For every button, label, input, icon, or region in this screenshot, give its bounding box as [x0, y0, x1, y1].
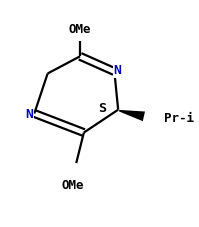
- Text: OMe: OMe: [69, 23, 91, 36]
- Text: OMe: OMe: [61, 179, 84, 192]
- Polygon shape: [119, 110, 145, 121]
- Text: S: S: [98, 102, 106, 115]
- Text: Pr-i: Pr-i: [164, 112, 194, 125]
- Text: N: N: [25, 108, 34, 121]
- Text: N: N: [113, 64, 121, 77]
